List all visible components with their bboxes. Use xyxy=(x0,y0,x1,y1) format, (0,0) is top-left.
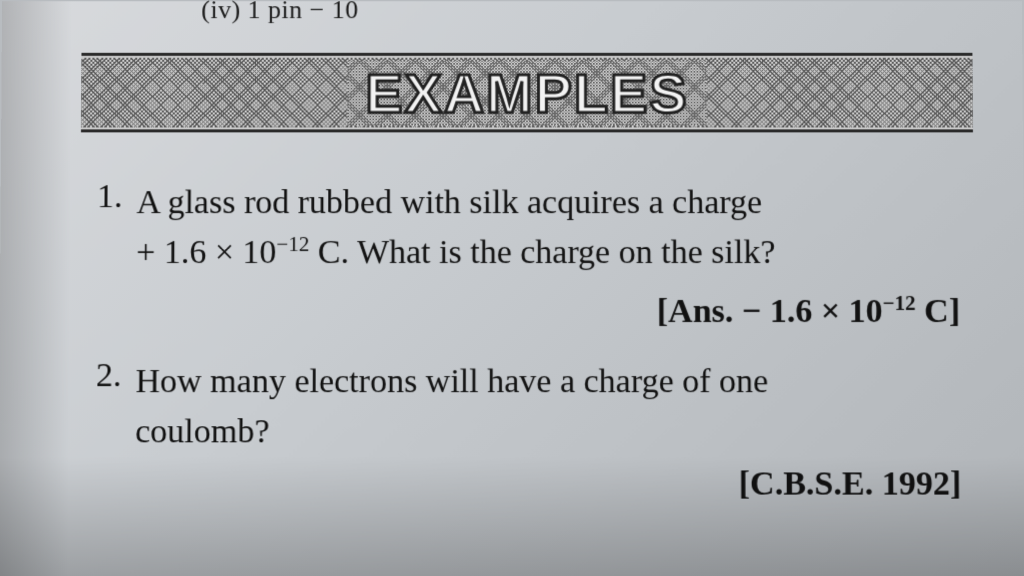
problem-number: 2. xyxy=(79,357,136,458)
problem-text: How many electrons will have a charge of… xyxy=(135,357,975,458)
section-banner: EXAMPLES xyxy=(81,53,973,133)
problem-line-2: coulomb? xyxy=(135,407,975,458)
problem-text: A glass rod rubbed with silk acquires a … xyxy=(136,178,974,278)
partial-previous-line: (iv) 1 pin − 10 xyxy=(201,0,972,25)
problem-number: 1. xyxy=(80,178,137,278)
problem-line-1: A glass rod rubbed with silk acquires a … xyxy=(136,184,762,221)
banner-background: EXAMPLES xyxy=(81,56,973,130)
problem-2: 2. How many electrons will have a charge… xyxy=(79,357,975,458)
banner-title: EXAMPLES xyxy=(347,60,706,125)
problem-line-2: + 1.6 × 10−12 C. What is the charge on t… xyxy=(136,228,974,278)
problem-list: 1. A glass rod rubbed with silk acquires… xyxy=(79,178,976,504)
problem-1: 1. A glass rod rubbed with silk acquires… xyxy=(80,178,974,278)
scanned-page: (iv) 1 pin − 10 EXAMPLES 1. A glass rod … xyxy=(0,1,1024,576)
problem-line-1: How many electrons will have a charge of… xyxy=(135,363,768,400)
answer-line: [Ans. − 1.6 × 10−12 C] xyxy=(80,293,961,331)
vignette-left xyxy=(0,1,72,576)
source-citation: [C.B.S.E. 1992] xyxy=(79,466,962,504)
